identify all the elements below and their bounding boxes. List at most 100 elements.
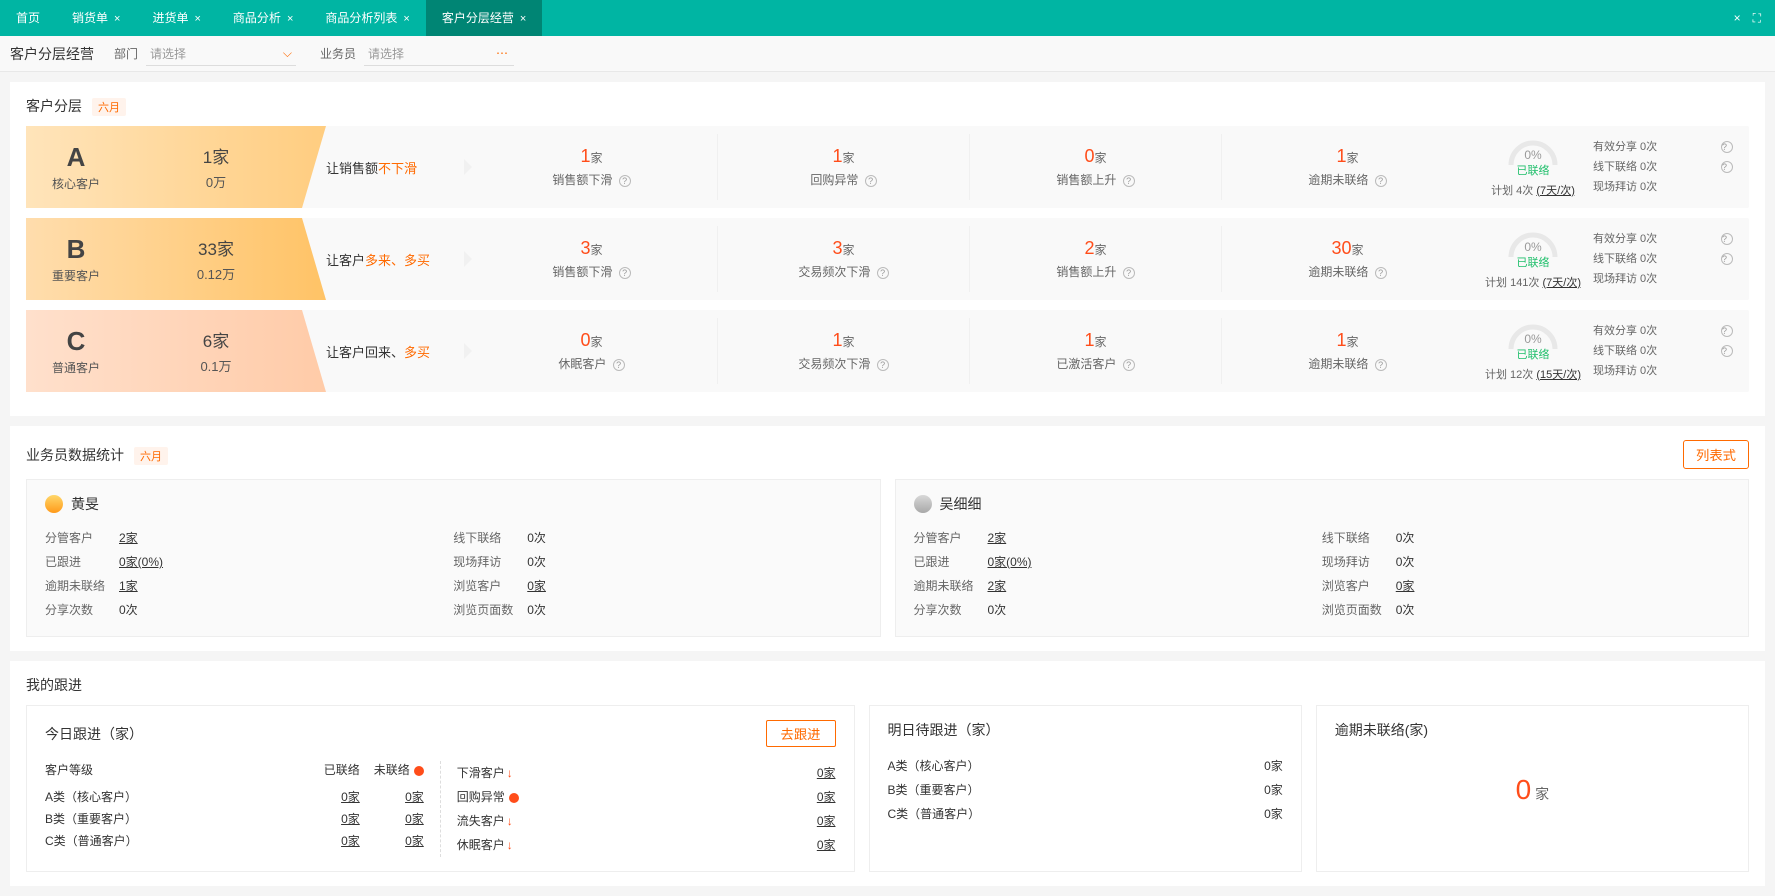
tier-header[interactable]: B 重要客户 33家 0.12万: [26, 218, 326, 300]
metric-label: 逾期未联络 ?: [1222, 171, 1473, 188]
gauge-plan[interactable]: 计划 141次 (7天/次): [1473, 274, 1593, 290]
side-stats: 有效分享 0次?线下联络 0次?现场拜访 0次: [1593, 137, 1733, 197]
help-icon[interactable]: ?: [619, 267, 631, 279]
help-icon[interactable]: ?: [1375, 175, 1387, 187]
overdue-value[interactable]: 0 家: [1516, 774, 1549, 805]
stat-value[interactable]: 0家: [1396, 574, 1415, 598]
help-icon[interactable]: ?: [1721, 253, 1733, 265]
tier-amount: 0.1万: [126, 356, 306, 375]
top-tab[interactable]: 进货单×: [136, 0, 216, 36]
metric-cell[interactable]: 0家 销售额上升 ?: [970, 134, 1222, 200]
metric-cell[interactable]: 1家 已激活客户 ?: [970, 318, 1222, 384]
help-icon[interactable]: ?: [1375, 359, 1387, 371]
stat-label: 分享次数: [45, 598, 119, 622]
contacted-value[interactable]: 0家: [296, 808, 360, 830]
uncontacted-value[interactable]: 0家: [360, 830, 424, 852]
metric-value: 1家: [1222, 330, 1473, 351]
indicator-value[interactable]: 0家: [817, 809, 836, 833]
top-tab[interactable]: 客户分层经营×: [426, 0, 542, 36]
count-value: 0家: [1264, 802, 1283, 826]
gauge-plan[interactable]: 计划 12次 (15天/次): [1473, 366, 1593, 382]
help-icon[interactable]: ?: [1721, 233, 1733, 245]
tomorrow-followup-card: 明日待跟进（家） A类（核心客户） 0家 B类（重要客户） 0家 C类（普通客户…: [869, 705, 1302, 872]
help-icon[interactable]: ?: [877, 359, 889, 371]
help-icon[interactable]: ?: [1123, 267, 1135, 279]
stat-value[interactable]: 0家(0%): [988, 550, 1032, 574]
count-value: 0家: [1264, 754, 1283, 778]
tier-header[interactable]: C 普通客户 6家 0.1万: [26, 310, 326, 392]
metric-cell[interactable]: 1家 逾期未联络 ?: [1222, 134, 1473, 200]
tier-name: 普通客户: [26, 359, 126, 376]
help-icon[interactable]: ?: [1375, 267, 1387, 279]
tier-name: 重要客户: [26, 267, 126, 284]
help-icon[interactable]: ?: [1123, 359, 1135, 371]
gauge-plan[interactable]: 计划 4次 (7天/次): [1473, 182, 1593, 198]
dept-select[interactable]: 请选择 ⌵: [146, 42, 296, 66]
stat-value[interactable]: 2家: [988, 574, 1007, 598]
metric-cell[interactable]: 1家 逾期未联络 ?: [1222, 318, 1473, 384]
col-uncontacted: 未联络: [360, 761, 424, 778]
tier-header[interactable]: A 核心客户 1家 0万: [26, 126, 326, 208]
help-icon[interactable]: ?: [1721, 345, 1733, 357]
list-view-button[interactable]: 列表式: [1683, 440, 1749, 469]
tier-slogan: 让销售额不下滑: [326, 158, 466, 177]
metric-cell[interactable]: 3家 销售额下滑 ?: [466, 226, 718, 292]
uncontacted-value[interactable]: 0家: [360, 786, 424, 808]
close-icon[interactable]: ×: [194, 13, 200, 25]
today-right-list: 下滑客户↓ 0家 回购异常 0家 流失客户↓ 0家 休眠客户↓ 0家: [441, 761, 836, 857]
contacted-value[interactable]: 0家: [296, 786, 360, 808]
help-icon[interactable]: ?: [1123, 175, 1135, 187]
month-chip[interactable]: 六月: [134, 447, 168, 465]
metric-cell[interactable]: 3家 交易频次下滑 ?: [718, 226, 970, 292]
fullscreen-icon[interactable]: ⛶: [1753, 11, 1761, 26]
metric-cell[interactable]: 1家 交易频次下滑 ?: [718, 318, 970, 384]
help-icon[interactable]: ?: [1721, 141, 1733, 153]
help-icon[interactable]: ?: [877, 267, 889, 279]
stat-value[interactable]: 0家: [527, 574, 546, 598]
today-title: 今日跟进（家）: [45, 724, 143, 744]
gauge-cell: 0% 已联络 计划 4次 (7天/次): [1473, 137, 1593, 198]
indicator-value[interactable]: 0家: [817, 761, 836, 785]
top-tab[interactable]: 首页: [0, 0, 56, 36]
top-tab[interactable]: 商品分析列表×: [309, 0, 425, 36]
contacted-value[interactable]: 0家: [296, 830, 360, 852]
stat-value[interactable]: 2家: [988, 526, 1007, 550]
close-icon[interactable]: ×: [520, 13, 526, 25]
metric-cell[interactable]: 0家 休眠客户 ?: [466, 318, 718, 384]
alert-dot-icon: [414, 766, 424, 776]
month-chip[interactable]: 六月: [92, 98, 126, 116]
close-all-icon[interactable]: ×: [1734, 11, 1741, 26]
list-item: A类（核心客户） 0家: [888, 754, 1283, 778]
uncontacted-value[interactable]: 0家: [360, 808, 424, 830]
stat-value[interactable]: 2家: [119, 526, 138, 550]
help-icon[interactable]: ?: [865, 175, 877, 187]
tomorrow-title: 明日待跟进（家）: [888, 720, 1000, 740]
help-icon[interactable]: ?: [619, 175, 631, 187]
metric-cell[interactable]: 1家 回购异常 ?: [718, 134, 970, 200]
metric-cell[interactable]: 30家 逾期未联络 ?: [1222, 226, 1473, 292]
top-tab[interactable]: 销货单×: [56, 0, 136, 36]
tier-name: 核心客户: [26, 175, 126, 192]
close-icon[interactable]: ×: [287, 13, 293, 25]
metric-cell[interactable]: 2家 销售额上升 ?: [970, 226, 1222, 292]
help-icon[interactable]: ?: [613, 359, 625, 371]
stat-value[interactable]: 1家: [119, 574, 138, 598]
indicator-value[interactable]: 0家: [817, 785, 836, 809]
stat-value[interactable]: 0家(0%): [119, 550, 163, 574]
metric-cell[interactable]: 1家 销售额下滑 ?: [466, 134, 718, 200]
go-followup-button[interactable]: 去跟进: [766, 720, 836, 747]
today-left-table: 客户等级 已联络 未联络 A类（核心客户） 0家 0家 B类（重要客户） 0家 …: [45, 761, 441, 857]
metric-value: 3家: [718, 238, 969, 259]
salesperson-card: 吴细细 分管客户2家已跟进0家(0%)逾期未联络2家分享次数0次 线下联络0次现…: [895, 479, 1750, 637]
indicator-value[interactable]: 0家: [817, 833, 836, 857]
help-icon[interactable]: ?: [1721, 161, 1733, 173]
stat-label: 现场拜访: [453, 550, 527, 574]
close-icon[interactable]: ×: [403, 13, 409, 25]
salesperson-select[interactable]: 请选择 ⋯: [364, 42, 514, 66]
help-icon[interactable]: ?: [1721, 325, 1733, 337]
metric-label: 交易频次下滑 ?: [718, 263, 969, 280]
stat-label: 分管客户: [914, 526, 988, 550]
top-tab[interactable]: 商品分析×: [217, 0, 309, 36]
tier-letter: A: [26, 142, 126, 173]
close-icon[interactable]: ×: [114, 13, 120, 25]
